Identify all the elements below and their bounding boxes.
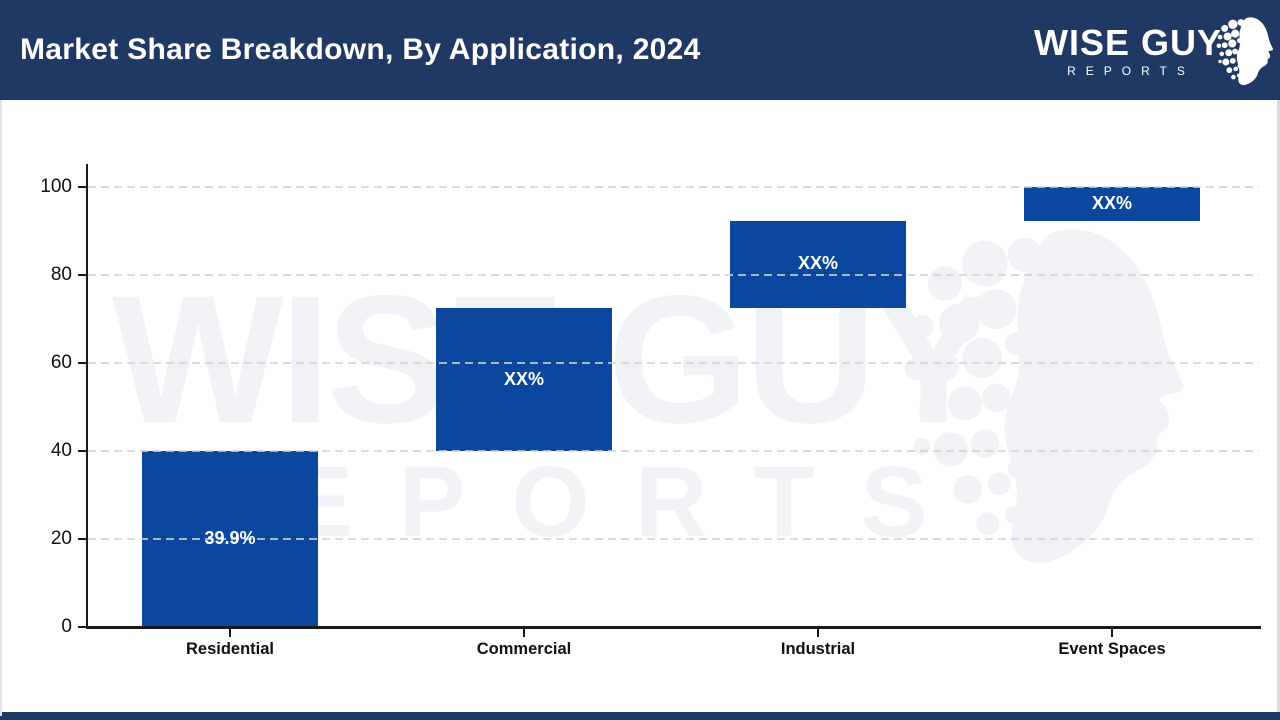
x-axis-tick: [817, 629, 819, 637]
y-axis-spine: [86, 164, 88, 629]
y-axis-tick: [78, 626, 87, 628]
x-axis-tick: [1111, 629, 1113, 637]
bar-value-label: XX%: [1091, 192, 1133, 213]
y-axis-tick-label: 40: [50, 440, 72, 461]
gridline: [88, 538, 1259, 540]
footer-bar: [2, 712, 1280, 716]
x-axis-spine: [86, 626, 1261, 629]
x-axis-category-label: Residential: [185, 640, 275, 658]
brand-name: WISE GUY: [1033, 22, 1222, 64]
y-axis-tick-label: 100: [40, 176, 72, 197]
header-bar: Market Share Breakdown, By Application, …: [0, 0, 1280, 100]
y-axis-tick: [78, 362, 87, 364]
x-axis-category-label: Industrial: [780, 640, 856, 658]
brand-subname: REPORTS: [1067, 63, 1195, 78]
bar-event-spaces: [1024, 187, 1200, 221]
bar-value-label: XX%: [797, 253, 839, 274]
y-axis-tick: [78, 186, 87, 188]
x-axis-tick: [523, 629, 525, 637]
y-axis-tick-label: 60: [50, 352, 72, 373]
y-axis-tick-label: 20: [50, 528, 72, 549]
y-axis-tick-label: 0: [61, 616, 72, 637]
footer-bar: [0, 716, 1280, 720]
x-axis-tick: [229, 629, 231, 637]
gridline: [88, 362, 1259, 364]
bar-commercial: [436, 308, 612, 452]
y-axis-tick-label: 80: [50, 264, 72, 285]
gridline: [88, 450, 1259, 452]
x-axis-category-label: Commercial: [476, 640, 572, 658]
brand-logo-text: WISE GUY REPORTS: [1034, 24, 1222, 78]
bar-value-label: XX%: [503, 368, 545, 389]
brand-logo: WISE GUY REPORTS: [1034, 8, 1274, 94]
bar-value-label: 39.9%: [204, 528, 256, 549]
y-axis-tick: [78, 538, 87, 540]
y-axis-tick: [78, 450, 87, 452]
page-title: Market Share Breakdown, By Application, …: [20, 33, 701, 66]
gridline: [88, 186, 1259, 188]
gridline: [88, 274, 1259, 276]
y-axis-tick: [78, 274, 87, 276]
bar-industrial: [730, 220, 906, 308]
x-axis-category-label: Event Spaces: [1058, 640, 1166, 658]
